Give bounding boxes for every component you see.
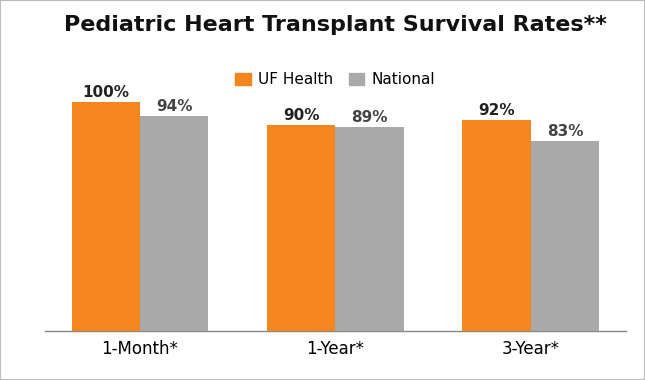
Bar (531, 141, 599, 331)
Title: Pediatric Heart Transplant Survival Rates**: Pediatric Heart Transplant Survival Rate… (64, 15, 607, 35)
Text: 94%: 94% (156, 99, 192, 114)
Text: 100%: 100% (83, 85, 129, 100)
Text: 90%: 90% (283, 108, 319, 123)
Text: 89%: 89% (352, 110, 388, 125)
Bar (72, 102, 140, 331)
Legend: UF Health, National: UF Health, National (230, 66, 441, 93)
Bar (335, 127, 404, 331)
Text: 92%: 92% (479, 103, 515, 118)
Bar (267, 125, 335, 331)
Bar (140, 116, 208, 331)
Text: 83%: 83% (547, 124, 583, 139)
Bar (462, 120, 531, 331)
